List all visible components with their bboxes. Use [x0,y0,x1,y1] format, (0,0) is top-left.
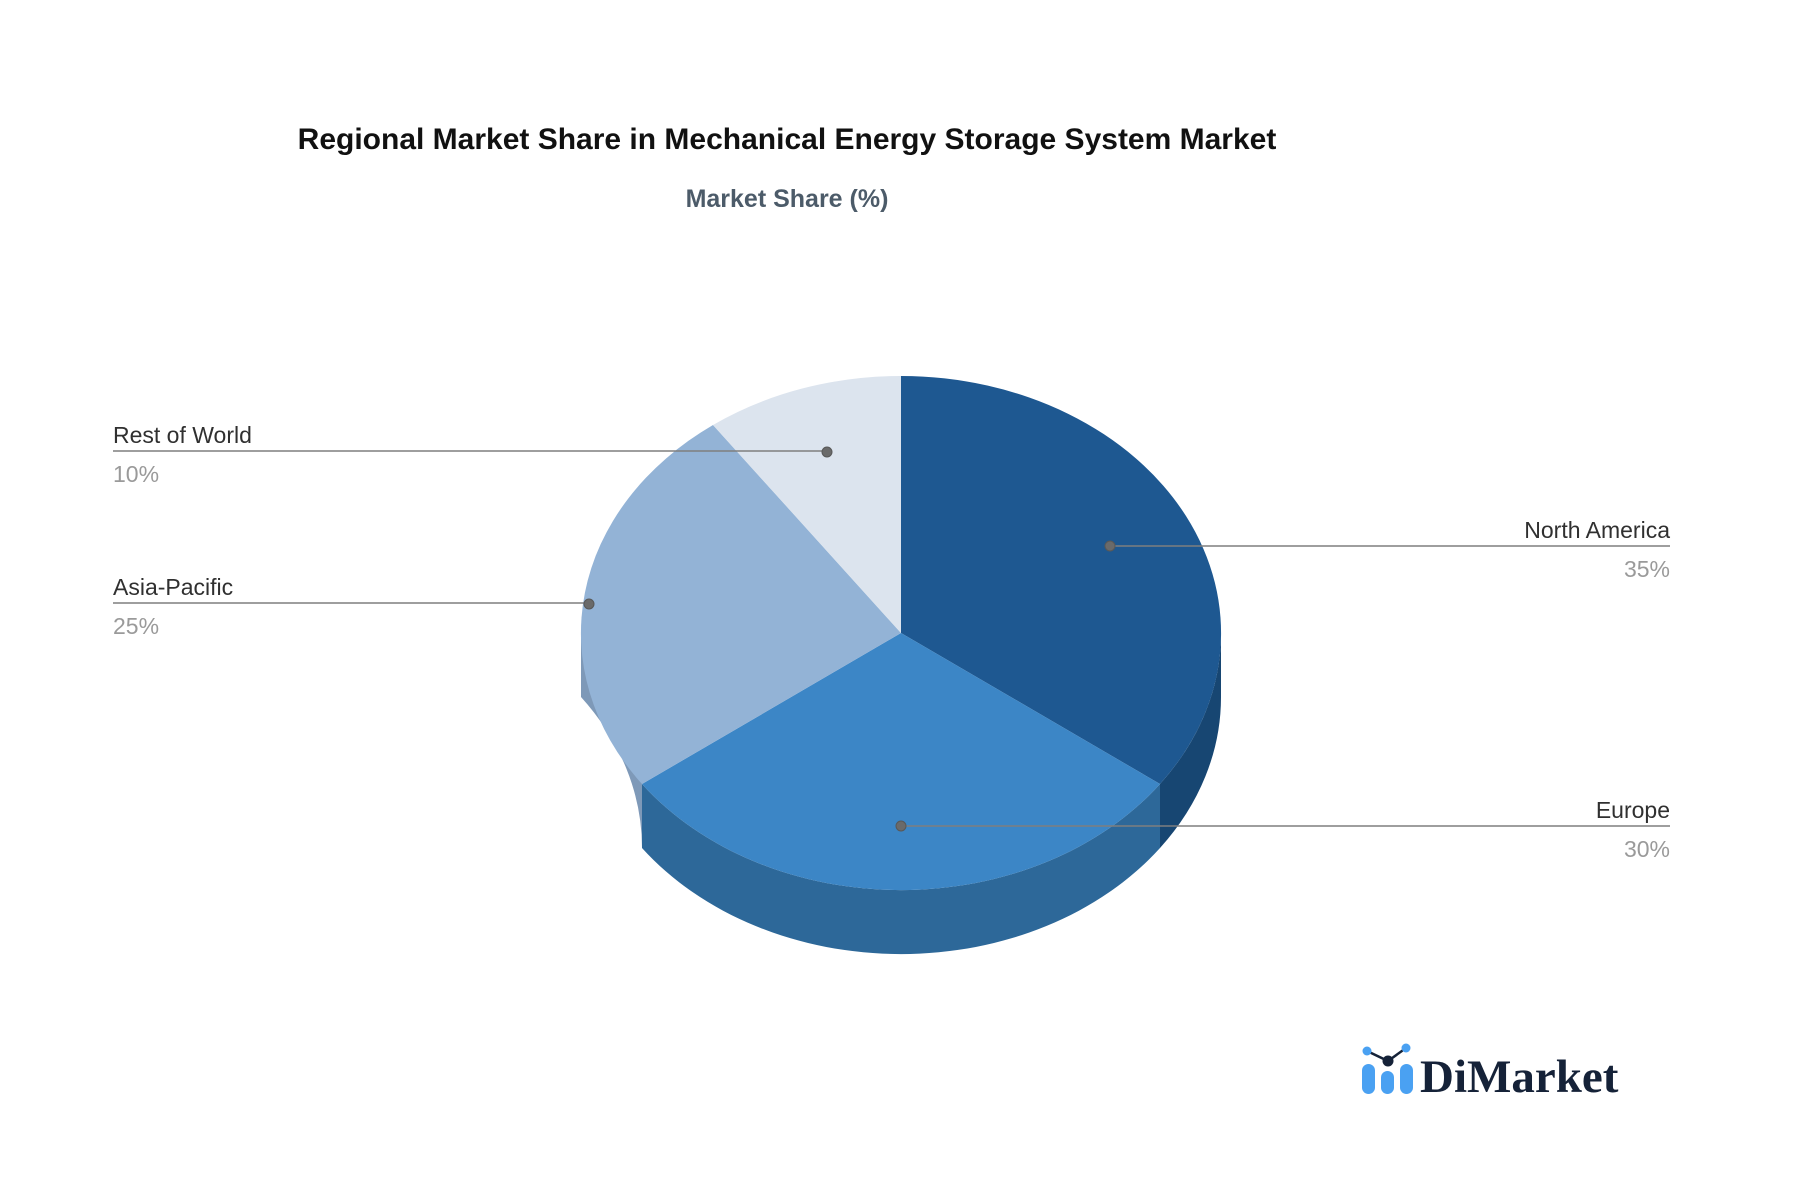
leader-dot [583,598,595,610]
callout-europe: Europe 30% [895,797,1670,862]
slice-label: North America [1524,517,1670,543]
chart-title: Regional Market Share in Mechanical Ener… [298,123,1277,156]
callout-north-america: North America 35% [1104,517,1670,582]
brand-logo: DiMarket [1362,1043,1619,1103]
pie-slice-asia-pacific [580,425,901,784]
slice-label: Europe [1596,797,1670,823]
pie-slice-north-america [901,376,1222,784]
pie-side-europe [642,784,1160,955]
slice-value: 10% [113,461,159,487]
logo-wordmark: DiMarket [1420,1051,1619,1103]
slice-value: 30% [1624,836,1670,862]
bar-chart-icon [1362,1043,1413,1094]
callout-asia-pacific: Asia-Pacific 25% [113,574,595,639]
leader-dot [895,820,907,832]
slice-value: 35% [1624,556,1670,582]
pie-slices [580,375,1222,891]
pie-slice-rest-of-world [713,375,901,633]
chart-subtitle: Market Share (%) [686,185,889,213]
slice-label: Asia-Pacific [113,574,233,600]
leader-dot [821,446,833,458]
callout-rest-of-world: Rest of World 10% [113,422,833,487]
pie-side-north-america [1160,633,1221,848]
slice-label: Rest of World [113,422,252,448]
leader-dot [1104,540,1116,552]
slice-value: 25% [113,613,159,639]
